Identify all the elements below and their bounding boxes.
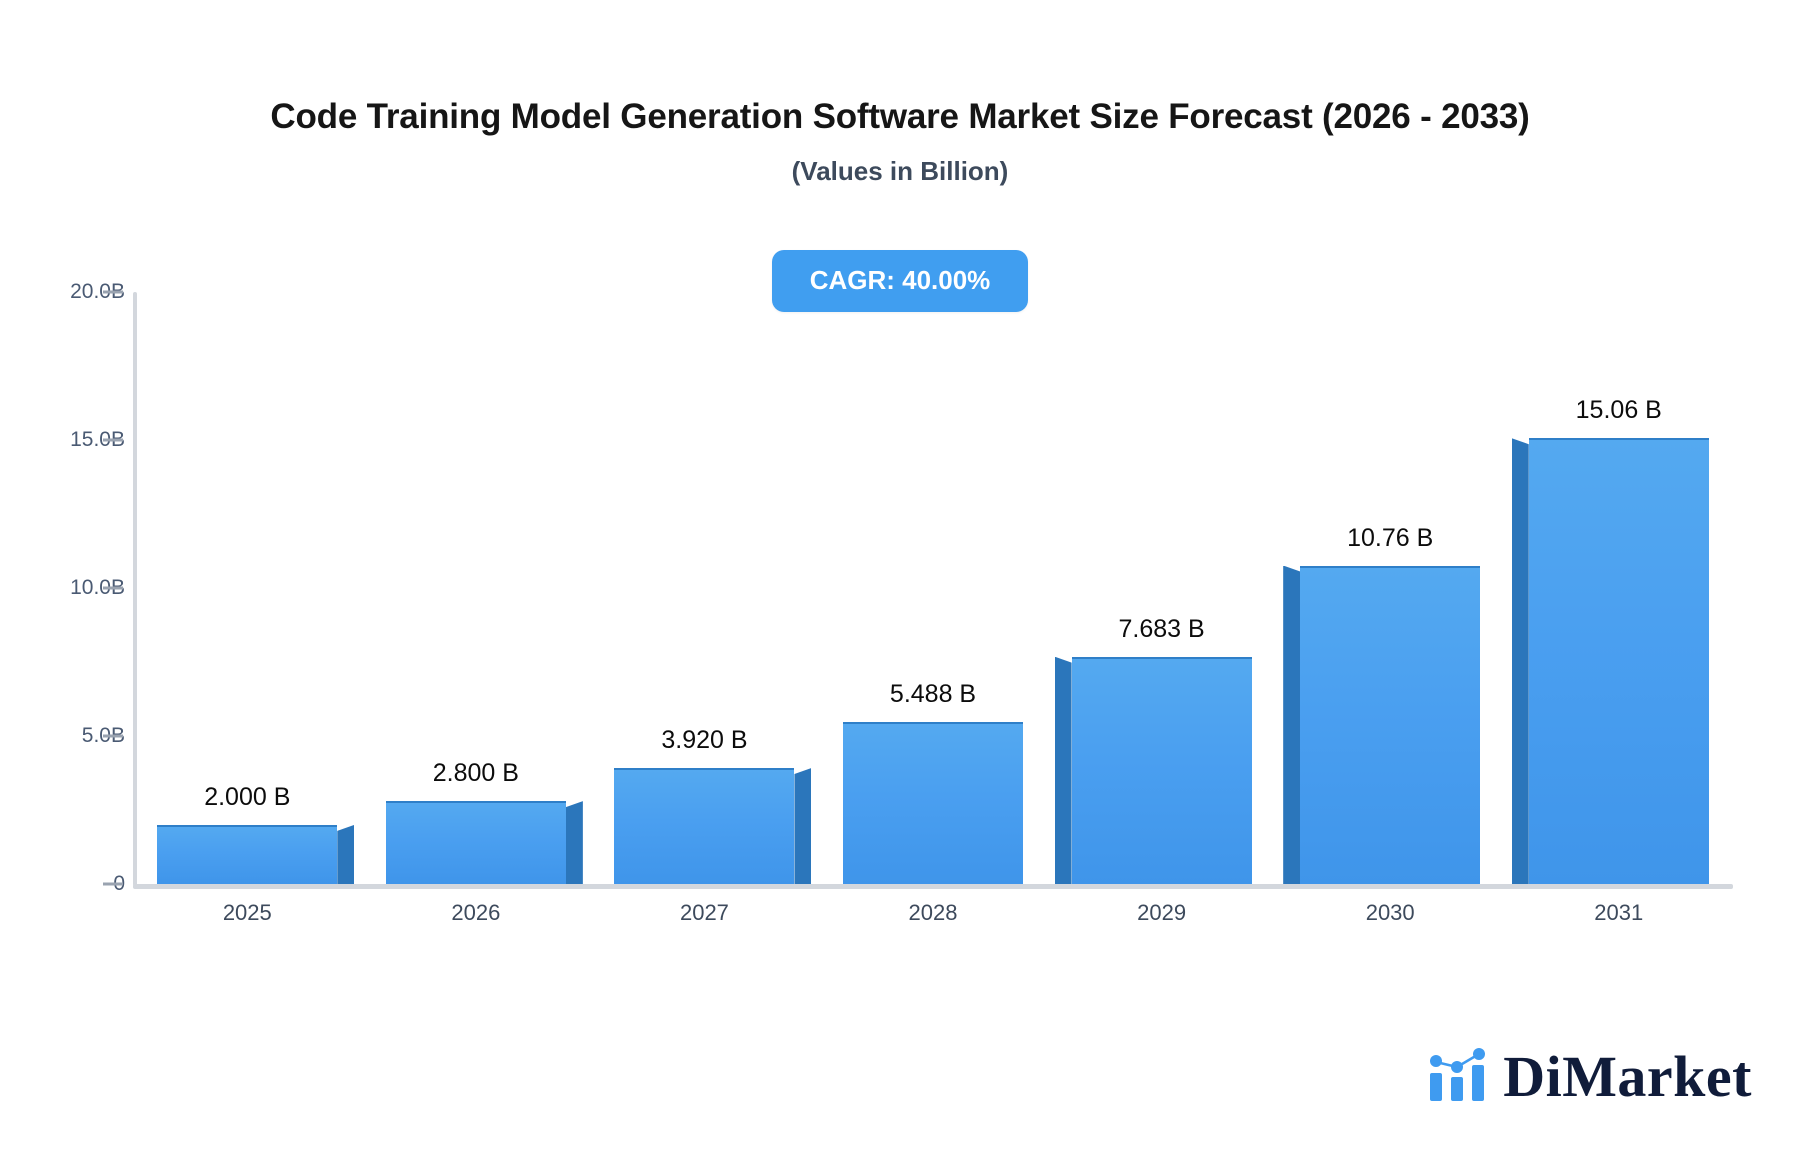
chart-header: Code Training Model Generation Software …	[0, 0, 1800, 185]
bar-value-label: 2.000 B	[204, 782, 291, 811]
bar-side-face	[1054, 656, 1072, 884]
bar[interactable]: 3.920 B	[614, 726, 812, 884]
bar-face	[1300, 565, 1481, 884]
bar[interactable]: 7.683 B	[1054, 615, 1252, 884]
x-axis-tick-label: 2026	[451, 900, 501, 925]
bar[interactable]: 2.000 B	[157, 783, 355, 884]
dimarket-logo: DiMarket	[1427, 1045, 1752, 1108]
x-axis-tick-label: 2027	[679, 900, 729, 925]
bar-side-face	[1283, 565, 1301, 884]
bar-side-face	[794, 767, 812, 884]
bar-value-label: 15.06 B	[1575, 396, 1662, 425]
bar[interactable]: 2.800 B	[385, 759, 583, 884]
y-axis-line	[133, 292, 137, 886]
bar-slot: 7.683 B	[1047, 292, 1276, 884]
bar-face	[385, 801, 566, 884]
bar-slot: 3.920 B	[590, 292, 819, 884]
bar-side-face	[565, 801, 583, 884]
bar-value-label: 3.920 B	[661, 725, 748, 754]
x-axis-tick-label: 2029	[1137, 900, 1187, 925]
bar-chart-dots-icon	[1427, 1045, 1489, 1108]
bar-face	[1528, 438, 1709, 884]
x-axis-tick-label: 2030	[1365, 900, 1415, 925]
x-axis-line	[133, 884, 1733, 889]
bar-slot: 10.76 B	[1276, 292, 1505, 884]
bar-side-face	[337, 824, 355, 884]
x-axis-tick-label: 2025	[222, 900, 272, 925]
bar-face	[1071, 656, 1252, 884]
bar-value-label: 5.488 B	[889, 679, 977, 708]
bar-face	[843, 721, 1024, 884]
bar[interactable]: 10.76 B	[1283, 524, 1481, 884]
y-axis-tick-label: 10.0B	[70, 576, 125, 599]
page-title: Code Training Model Generation Software …	[270, 97, 1530, 136]
bar-series: 2.000 B 2.800 B 3.920 B 5.488 B 7.683 B 10.76…	[133, 292, 1733, 884]
y-axis-tick-mark	[103, 882, 123, 886]
chart-subtitle: (Values in Billion)	[791, 155, 1009, 186]
bar-face	[157, 824, 338, 884]
bar-side-face	[1511, 438, 1529, 884]
x-axis-tick-label: 2028	[908, 900, 958, 925]
bar-value-label: 2.800 B	[432, 759, 519, 788]
y-axis-tick-label: 20.0B	[70, 280, 125, 303]
x-axis-tick-label: 2031	[1594, 900, 1644, 925]
bar-slot: 2.000 B	[133, 292, 362, 884]
bar-slot: 5.488 B	[819, 292, 1048, 884]
bar-slot: 2.800 B	[362, 292, 591, 884]
bar-value-label: 10.76 B	[1347, 523, 1434, 552]
bar-slot: 15.06 B	[1504, 292, 1733, 884]
y-axis-tick-label: 15.0B	[70, 428, 125, 451]
bar[interactable]: 15.06 B	[1511, 396, 1709, 884]
y-axis-tick-mark	[103, 734, 123, 738]
bar-value-label: 7.683 B	[1118, 614, 1205, 643]
y-axis-tick-mark	[103, 586, 123, 590]
x-axis-ticks: 2025 2026 2027 2028 2029 2030 2031	[133, 900, 1733, 926]
y-axis-tick-mark	[103, 290, 123, 294]
logo-text: DiMarket	[1503, 1043, 1752, 1109]
bar-face	[614, 767, 795, 884]
bar[interactable]: 5.488 B	[843, 680, 1024, 884]
y-axis-tick-mark	[103, 438, 123, 442]
